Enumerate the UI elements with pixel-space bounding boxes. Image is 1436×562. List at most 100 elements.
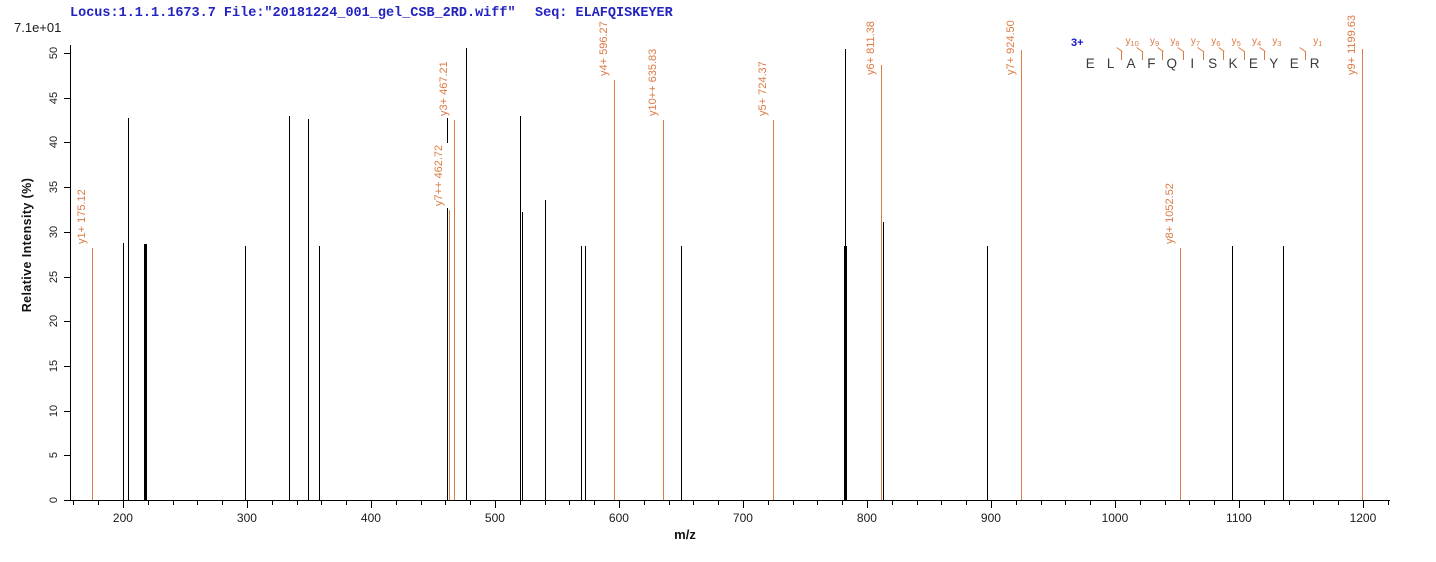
- x-minor-tick: [594, 501, 596, 505]
- spectrum-peak: [466, 47, 468, 500]
- x-minor-tick: [73, 501, 75, 505]
- x-major-tick: [742, 501, 744, 508]
- x-minor-tick: [891, 501, 893, 505]
- x-minor-tick: [98, 501, 100, 505]
- x-minor-tick: [271, 501, 273, 505]
- fragment-ion-peak: [454, 120, 456, 500]
- spectrum-peak: [288, 116, 290, 500]
- y-tick-label: 45: [48, 91, 60, 104]
- fragment-ion-label: y4+ 596.27: [596, 19, 614, 78]
- fragment-marker-bar: [1141, 51, 1143, 60]
- y-tick: [64, 97, 70, 99]
- fragment-marker-bar: [1202, 51, 1204, 60]
- y-tick: [64, 365, 70, 367]
- fragment-ion-tag: y10: [1125, 36, 1139, 49]
- y-tick-label: 30: [48, 225, 60, 238]
- fragment-ion-tag-subscript: 7: [1195, 39, 1200, 48]
- y-tick-label: 0: [48, 496, 60, 504]
- sequence-residue: L: [1106, 56, 1115, 71]
- fragment-ion-label: y7++ 462.72: [430, 143, 448, 209]
- x-minor-tick: [1214, 501, 1216, 505]
- fragment-ion-label: y8+ 1052.52: [1162, 181, 1180, 246]
- x-tick-label: 1200: [1349, 511, 1377, 525]
- spectrum-peak: [143, 244, 147, 500]
- fragment-ion-tag: y5: [1231, 36, 1241, 49]
- spectrum-peak: [519, 116, 521, 500]
- x-tick-label: 400: [360, 511, 381, 525]
- x-minor-tick: [1015, 501, 1017, 505]
- sequence-residue: F: [1147, 56, 1156, 71]
- fragment-ion-tag-subscript: 5: [1236, 39, 1241, 48]
- x-minor-tick: [321, 501, 323, 505]
- x-minor-tick: [966, 501, 968, 505]
- spectrum-peak: [1283, 246, 1285, 500]
- y-tick: [64, 142, 70, 144]
- fragment-ion-tag-subscript: 10: [1130, 39, 1139, 48]
- fragment-ion-peak: [1362, 49, 1364, 500]
- y-tick-label: 20: [48, 315, 60, 328]
- x-minor-tick: [693, 501, 695, 505]
- spectrum-peak: [446, 83, 448, 500]
- spectrum-peak: [844, 246, 848, 500]
- y-tick: [64, 231, 70, 233]
- x-minor-tick: [147, 501, 149, 505]
- y-tick: [64, 187, 70, 189]
- x-minor-tick: [1288, 501, 1290, 505]
- x-minor-tick: [941, 501, 943, 505]
- x-tick-label: 1100: [1226, 511, 1252, 525]
- spectrum-peak: [986, 246, 988, 500]
- fragment-marker-bar: [1182, 51, 1184, 60]
- x-minor-tick: [544, 501, 546, 505]
- spectrum-peak: [319, 246, 321, 500]
- x-major-tick: [1114, 501, 1116, 508]
- x-tick-label: 300: [236, 511, 257, 525]
- x-minor-tick: [445, 501, 447, 505]
- fragment-ion-peak: [92, 247, 94, 500]
- fragment-marker-bar: [1243, 51, 1245, 60]
- x-major-tick: [370, 501, 372, 508]
- fragment-ion-label: y5+ 724.37: [755, 59, 773, 119]
- fragment-ion-tag: y1: [1313, 36, 1323, 49]
- y-tick: [64, 455, 70, 457]
- fragment-ion-label: y3+ 467.21: [436, 59, 454, 119]
- x-minor-tick: [817, 501, 819, 505]
- y-tick-label: 35: [48, 180, 60, 194]
- spectrum-peak: [584, 246, 586, 500]
- x-minor-tick: [1189, 501, 1191, 505]
- sequence-residue: K: [1228, 56, 1238, 71]
- y-tick-label: 40: [48, 136, 60, 149]
- sequence-residue: R: [1309, 56, 1320, 71]
- x-minor-tick: [1338, 501, 1340, 505]
- fragment-ion-tag-subscript: 6: [1216, 39, 1221, 48]
- y-tick-label: 15: [48, 359, 60, 373]
- fragment-ion-peak: [1021, 50, 1023, 500]
- x-minor-tick: [470, 501, 472, 505]
- x-minor-tick: [1065, 501, 1067, 505]
- fragment-marker-bar: [1121, 51, 1123, 60]
- x-major-tick: [618, 501, 620, 508]
- y-tick: [64, 500, 70, 501]
- spectrum-peak: [244, 246, 246, 500]
- fragment-ion-tag: y9: [1150, 36, 1160, 49]
- x-minor-tick: [569, 501, 571, 505]
- sequence-residue: S: [1208, 56, 1218, 71]
- fragment-ion-peak: [614, 79, 616, 500]
- fragment-ion-tag-subscript: 3: [1277, 39, 1282, 48]
- fragment-ion-label: y6+ 811.38: [863, 19, 881, 77]
- x-minor-tick: [643, 501, 645, 505]
- spectrum-peak: [882, 221, 884, 500]
- fragment-ion-peak: [448, 210, 450, 500]
- y-tick-label: 25: [48, 270, 60, 283]
- spectrum-peak: [1232, 246, 1234, 500]
- x-axis-line: [70, 500, 1390, 501]
- fragment-ion-tag-subscript: 8: [1175, 39, 1180, 48]
- fragment-ion-peak: [1180, 247, 1182, 500]
- precursor-charge-label: 3+: [1071, 37, 1084, 49]
- fragment-ion-tag: y8: [1170, 36, 1180, 49]
- fragment-ion-tag-subscript: 4: [1257, 39, 1262, 48]
- sequence-residue: E: [1085, 56, 1095, 71]
- fragment-ion-tag: y6: [1211, 36, 1221, 49]
- x-minor-tick: [519, 501, 521, 505]
